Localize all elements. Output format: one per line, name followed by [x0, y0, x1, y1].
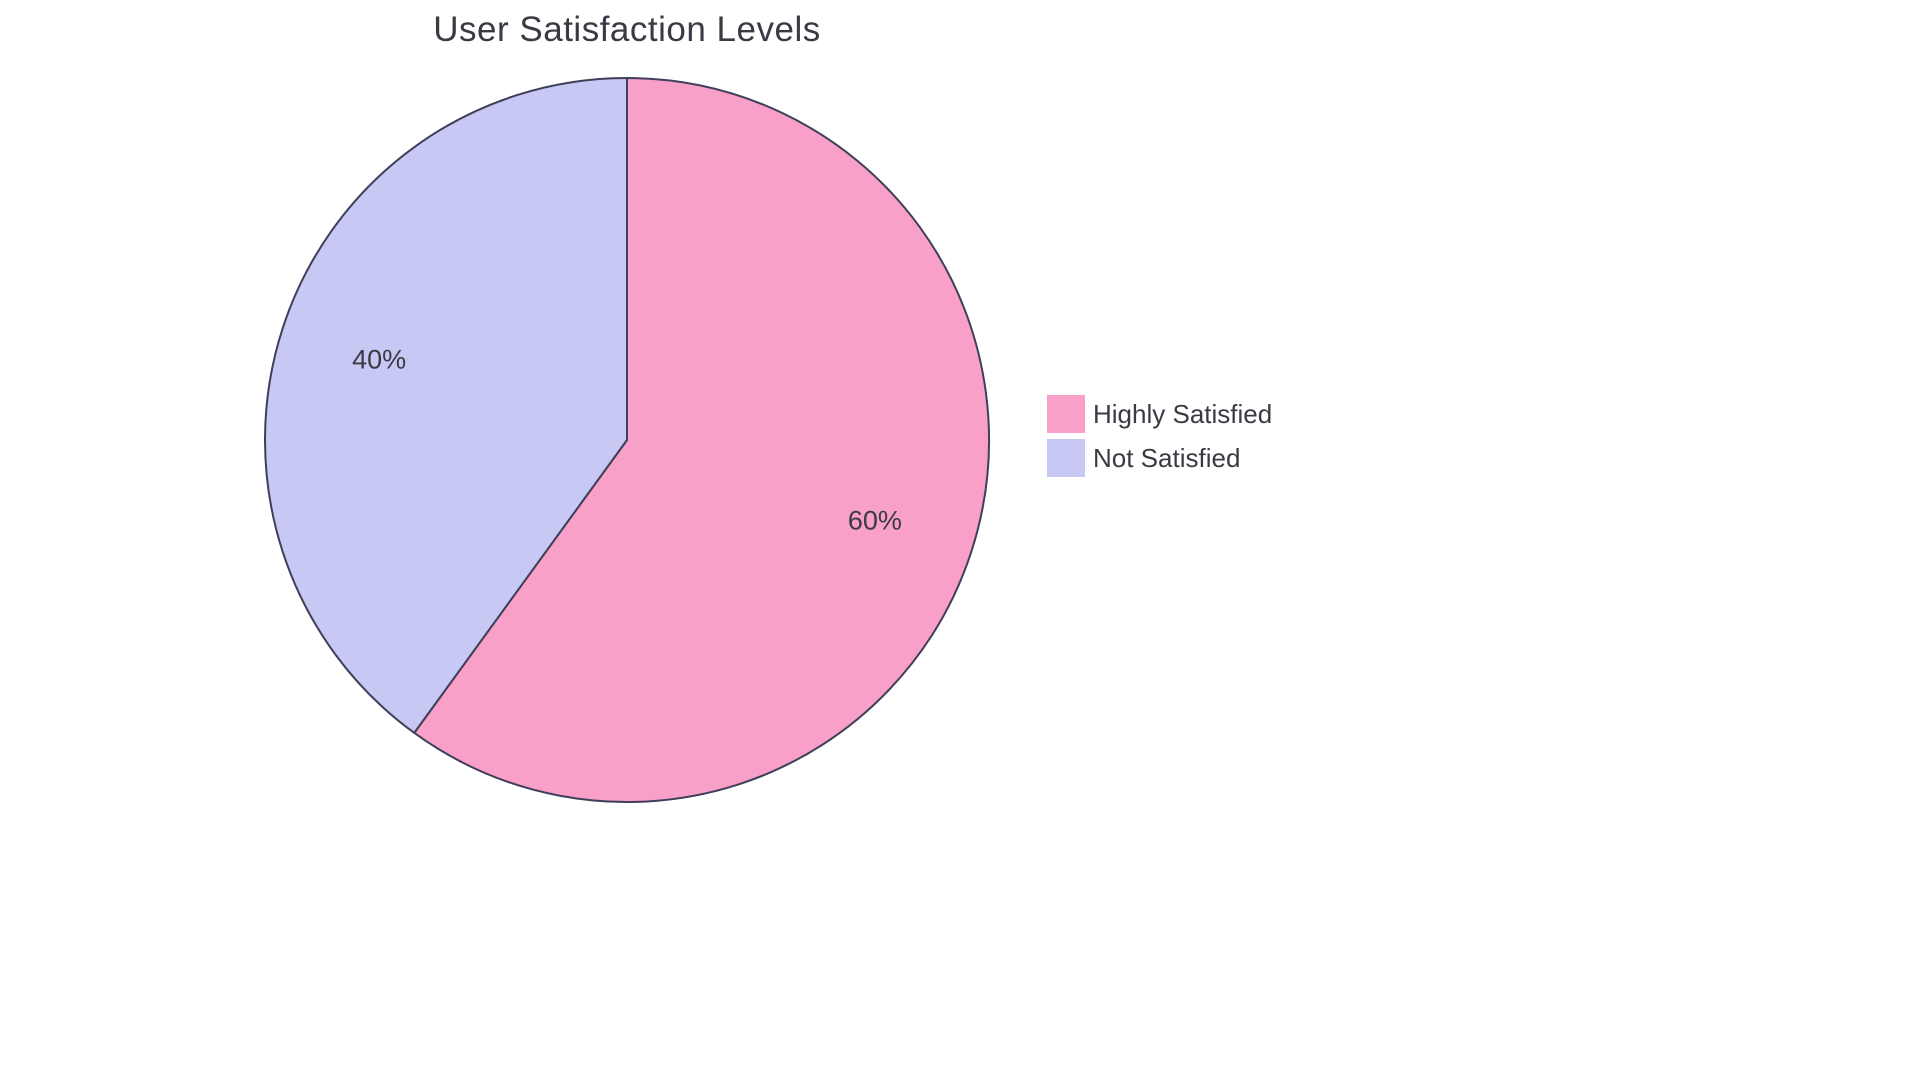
- legend-label-highly-satisfied: Highly Satisfied: [1093, 398, 1273, 429]
- legend-swatch-highly-satisfied: [1047, 395, 1085, 433]
- legend-label-not-satisfied: Not Satisfied: [1093, 442, 1241, 473]
- chart-title: User Satisfaction Levels: [433, 10, 821, 49]
- slice-percent-label-highly-satisfied: 60%: [848, 506, 902, 536]
- legend-swatch-not-satisfied: [1047, 439, 1085, 477]
- slice-percent-label-not-satisfied: 40%: [352, 345, 406, 375]
- chart-legend: Highly Satisfied Not Satisfied: [1047, 395, 1272, 477]
- pie-slice-not-satisfied: [264, 77, 628, 734]
- pie-slice-highly-satisfied: [413, 77, 990, 803]
- legend-item-not-satisfied: Not Satisfied: [1047, 439, 1272, 477]
- legend-item-highly-satisfied: Highly Satisfied: [1047, 395, 1272, 433]
